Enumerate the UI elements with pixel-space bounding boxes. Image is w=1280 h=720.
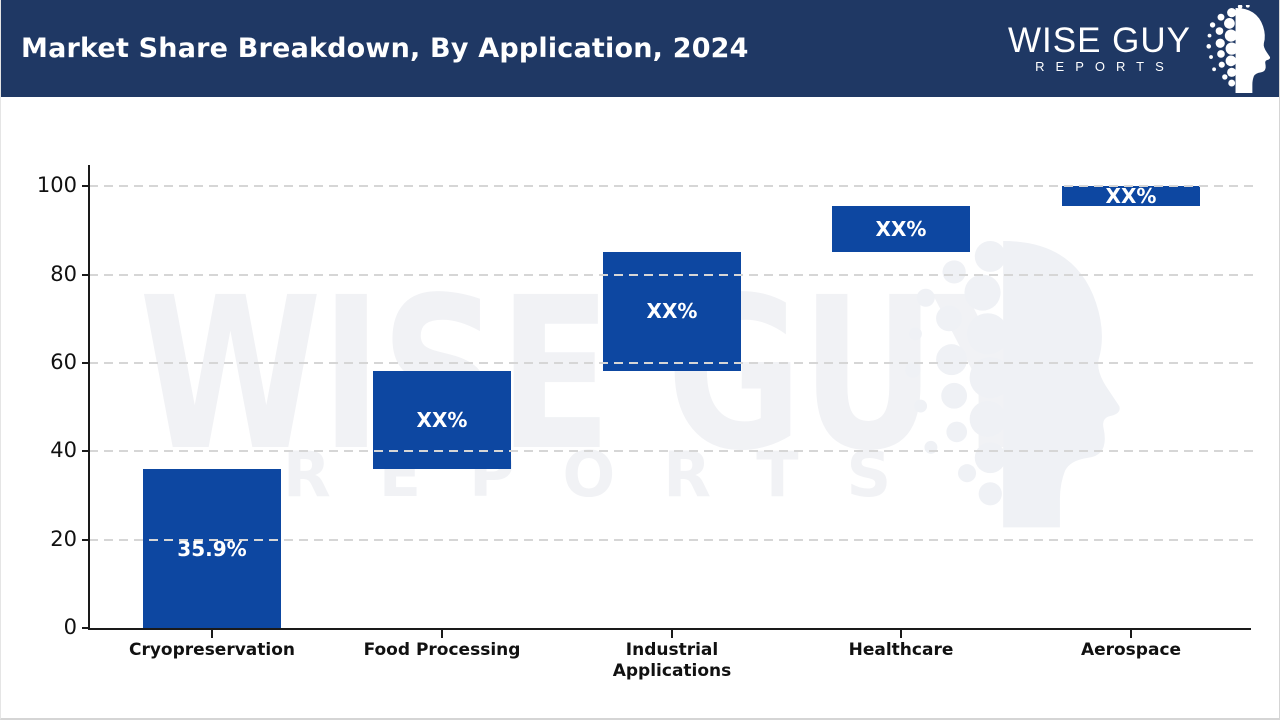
bar-value-label: 35.9%: [177, 536, 247, 561]
y-tick-100: [82, 185, 89, 188]
x-category-label: Cryopreservation: [128, 640, 296, 660]
x-axis-line: [88, 628, 1251, 630]
y-tick-label-80: 80: [50, 261, 77, 286]
y-tick-label-40: 40: [50, 438, 77, 463]
y-tick-label-100: 100: [36, 173, 77, 198]
watermark-text-line1: WISE GUY: [139, 252, 1054, 497]
wiseguy-logo-text: WISE GUY REPORTS: [1007, 20, 1191, 75]
x-tick-3: [900, 630, 902, 638]
gridline-20: [89, 538, 1253, 541]
x-category-label: Food Processing: [363, 640, 521, 660]
x-category-label: Healthcare: [848, 640, 954, 660]
bar-healthcare: XX%: [832, 205, 970, 252]
x-tick-2: [671, 630, 673, 638]
bar-food-processing: XX%: [373, 370, 511, 470]
wiseguy-logo: WISE GUY REPORTS: [1007, 4, 1273, 93]
y-tick-20: [82, 538, 89, 541]
gridline-80: [89, 273, 1253, 276]
logo-brand-name: WISE GUY: [1007, 20, 1191, 60]
gridline-100: [89, 185, 1253, 188]
x-category-label: Industrial Applications: [612, 640, 732, 681]
x-tick-1: [441, 630, 443, 638]
bar-value-label: XX%: [646, 299, 698, 324]
x-category-label: Aerospace: [1080, 640, 1182, 660]
bar-cryopreservation: 35.9%: [143, 469, 281, 628]
bar-value-label: XX%: [875, 216, 927, 241]
gridline-60: [89, 362, 1253, 365]
y-tick-40: [82, 450, 89, 453]
wiseguy-head-icon: [1206, 4, 1271, 93]
header-bar: Market Share Breakdown, By Application, …: [1, 0, 1279, 97]
bar-value-label: XX%: [1105, 186, 1157, 206]
y-tick-label-20: 20: [50, 526, 77, 551]
bar-aerospace: XX%: [1062, 186, 1200, 206]
x-tick-4: [1130, 630, 1132, 638]
gridline-40: [89, 450, 1253, 453]
y-tick-label-60: 60: [50, 350, 77, 375]
y-tick-0: [82, 627, 89, 629]
y-axis-line: [88, 165, 90, 630]
bar-value-label: XX%: [416, 408, 468, 432]
page-title: Market Share Breakdown, By Application, …: [21, 33, 749, 64]
y-tick-80: [82, 273, 89, 276]
y-tick-label-0: 0: [63, 615, 77, 639]
y-tick-60: [82, 362, 89, 365]
x-tick-0: [211, 630, 213, 638]
watermark-head-icon: [905, 240, 1120, 528]
logo-brand-sub: REPORTS: [1035, 58, 1175, 74]
bar-industrial-applications: XX%: [603, 251, 741, 371]
